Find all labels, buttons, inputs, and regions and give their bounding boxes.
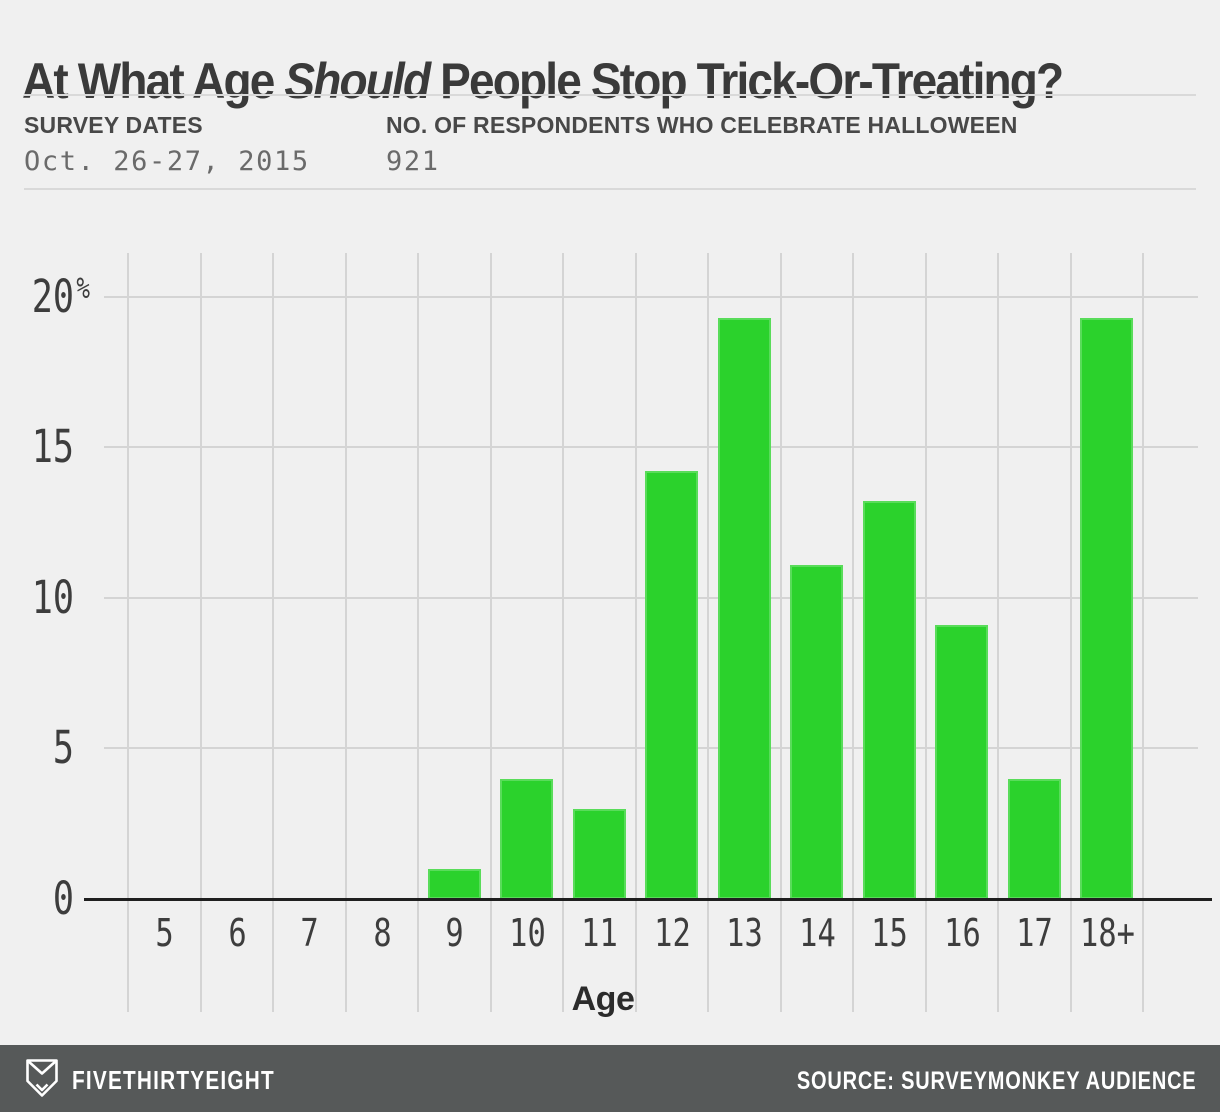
vertical-gridline	[924, 253, 927, 1012]
y-tick-label: 15	[31, 420, 74, 474]
x-tick-label: 9	[445, 911, 464, 955]
y-tick-label: 20%	[31, 269, 90, 323]
vertical-gridline	[707, 253, 709, 1012]
x-axis-line	[84, 897, 1212, 901]
x-axis-title: Age	[571, 980, 635, 1018]
title-suffix: People Stop Trick-Or-Treating?	[429, 52, 1064, 109]
vertical-gridline	[127, 253, 129, 1012]
title-emphasis: Should	[284, 52, 431, 109]
percent-sign: %	[76, 270, 90, 305]
vertical-gridline	[199, 253, 202, 1012]
vertical-gridline	[997, 253, 999, 1012]
x-tick-label: 15	[871, 911, 908, 955]
bar-age-11	[572, 808, 626, 899]
x-tick-label: 14	[798, 911, 836, 955]
x-tick-label: 11	[581, 911, 618, 955]
vertical-gridline	[852, 253, 854, 1012]
header-divider-bottom	[24, 188, 1196, 190]
vertical-gridline	[1142, 253, 1144, 1012]
bar-age-12	[645, 471, 699, 899]
bar-age-10	[500, 778, 554, 899]
x-tick-label: 5	[155, 911, 174, 955]
x-tick-label: 18+	[1079, 911, 1135, 955]
bar-age-13	[717, 317, 771, 899]
vertical-gridline	[344, 253, 347, 1012]
fivethirtyeight-wordmark: FIVETHIRTYEIGHT	[72, 1065, 275, 1095]
bar-age-18+	[1080, 317, 1134, 899]
title-prefix: At What Age	[22, 52, 285, 109]
survey-dates-value: Oct. 26-27, 2015	[24, 146, 310, 177]
vertical-gridline	[634, 253, 637, 1012]
bar-age-16	[935, 624, 989, 899]
vertical-gridline	[417, 253, 419, 1012]
vertical-gridline	[562, 253, 564, 1012]
vertical-gridline	[1069, 253, 1072, 1012]
source-credit: SOURCE: SURVEYMONKEY AUDIENCE	[796, 1067, 1196, 1095]
x-tick-label: 17	[1016, 911, 1053, 955]
respondents-label: NO. OF RESPONDENTS WHO CELEBRATE HALLOWE…	[386, 112, 1018, 138]
x-tick-label: 8	[372, 911, 392, 955]
respondents-value: 921	[386, 146, 440, 177]
y-tick-label: 5	[52, 721, 74, 775]
vertical-gridline	[272, 253, 274, 1012]
vertical-gridline	[779, 253, 782, 1012]
survey-dates-label: SURVEY DATES	[24, 112, 203, 138]
bar-age-9	[427, 868, 481, 899]
vertical-gridline	[489, 253, 492, 1012]
x-tick-label: 6	[227, 911, 247, 955]
bar-age-17	[1007, 778, 1061, 899]
x-tick-label: 16	[943, 911, 981, 955]
bar-age-14	[790, 564, 844, 899]
header-divider-top	[24, 94, 1196, 96]
y-tick-label: 0	[52, 872, 74, 925]
chart-title: At What Age Should People Stop Trick-Or-…	[22, 52, 1117, 110]
x-tick-label: 7	[300, 911, 319, 955]
x-tick-label: 10	[508, 911, 546, 955]
x-tick-label: 13	[726, 911, 763, 955]
y-tick-label: 10	[31, 570, 74, 624]
bar-age-15	[862, 501, 916, 899]
horizontal-gridline	[104, 446, 1198, 449]
footer-bar: FIVETHIRTYEIGHT SOURCE: SURVEYMONKEY AUD…	[0, 1045, 1220, 1112]
fivethirtyeight-fox-icon	[26, 1059, 58, 1097]
x-tick-label: 12	[653, 911, 691, 955]
horizontal-gridline	[104, 295, 1198, 298]
